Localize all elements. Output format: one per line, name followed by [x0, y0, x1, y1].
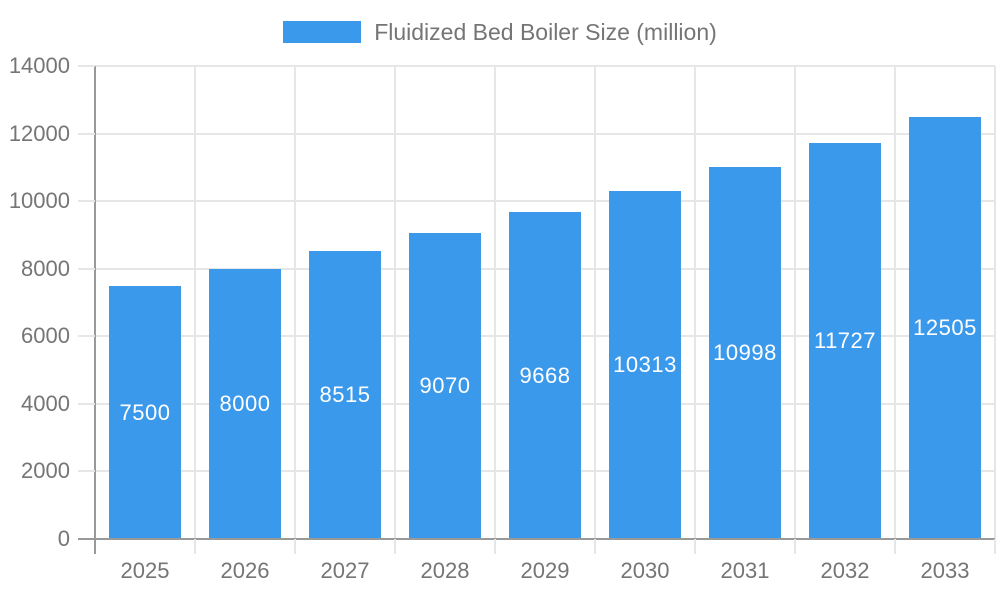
y-axis-tick-label: 10000 — [8, 188, 70, 214]
bar-2033[interactable]: 12505 — [909, 117, 981, 539]
plot-area: 7500 8000 8515 9070 9668 10313 10998 11727 12505 — [95, 65, 996, 539]
x-axis-tick — [994, 539, 996, 554]
y-axis-tick-label: 6000 — [21, 323, 70, 349]
bar-value-label: 12505 — [913, 315, 977, 340]
x-axis-tick-label: 2032 — [820, 558, 870, 583]
x-axis-tick — [494, 539, 496, 554]
gridline-horizontal — [95, 200, 995, 203]
y-axis-tick-label: 12000 — [8, 120, 70, 146]
x-axis-line — [78, 538, 995, 540]
x-axis-tick-label: 2030 — [620, 558, 670, 583]
x-axis-tick — [694, 539, 696, 554]
bar-value-label: 8000 — [219, 391, 271, 416]
gridline-vertical — [994, 66, 996, 539]
legend-label: Fluidized Bed Boiler Size (million) — [374, 19, 717, 45]
x-axis-tick-label: 2033 — [920, 558, 970, 583]
y-axis-tick-label: 8000 — [21, 255, 70, 281]
x-axis-tick — [594, 539, 596, 554]
bar-value-label: 8515 — [319, 382, 371, 407]
y-axis-tick-label: 2000 — [21, 458, 70, 484]
gridline-vertical — [394, 66, 396, 539]
y-axis-tick — [78, 65, 95, 67]
x-axis-tick-label: 2031 — [720, 558, 770, 583]
bar-value-label: 10998 — [713, 340, 777, 365]
x-axis-tick — [394, 539, 396, 554]
y-axis-tick-label: 14000 — [8, 53, 70, 78]
legend-swatch-icon — [283, 21, 362, 43]
y-axis-tick-label: 0 — [57, 526, 70, 551]
bar-2026[interactable]: 8000 — [209, 269, 281, 539]
bar-2028[interactable]: 9070 — [409, 233, 481, 539]
bar-2030[interactable]: 10313 — [609, 191, 681, 539]
gridline-vertical — [794, 66, 796, 539]
y-axis-tick — [78, 200, 95, 203]
x-axis-tick-label: 2027 — [320, 558, 370, 583]
y-axis-tick — [78, 470, 95, 473]
bar-2031[interactable]: 10998 — [709, 167, 781, 539]
x-axis-tick-label: 2029 — [520, 558, 570, 583]
y-axis-tick — [78, 132, 95, 135]
x-axis-tick — [794, 539, 796, 554]
gridline-vertical — [694, 66, 696, 539]
y-axis-tick — [78, 267, 95, 270]
bar-2029[interactable]: 9668 — [509, 212, 581, 539]
bar-value-label: 9070 — [419, 373, 471, 398]
gridline-vertical — [894, 66, 896, 539]
bar-value-label: 7500 — [119, 399, 171, 425]
y-axis-tick — [78, 335, 95, 338]
x-axis-tick — [294, 539, 296, 554]
y-axis-line — [94, 66, 96, 554]
legend[interactable]: Fluidized Bed Boiler Size (million) — [0, 15, 1000, 49]
x-axis-tick-label: 2026 — [220, 558, 270, 583]
gridline-vertical — [294, 66, 296, 539]
y-axis-tick-label: 4000 — [21, 390, 70, 416]
y-axis-tick — [78, 402, 95, 405]
gridline-vertical — [494, 66, 496, 539]
x-axis-tick — [194, 539, 196, 554]
gridline-vertical — [594, 66, 596, 539]
x-axis-tick — [894, 539, 896, 554]
bar-value-label: 10313 — [613, 352, 677, 377]
bar-value-label: 9668 — [519, 362, 571, 388]
x-axis-tick-label: 2028 — [420, 558, 470, 583]
bar-2032[interactable]: 11727 — [809, 143, 881, 539]
x-axis-tick-label: 2025 — [120, 558, 170, 583]
bar-value-label: 11727 — [813, 328, 877, 353]
gridline-horizontal — [95, 65, 995, 67]
bar-2025[interactable]: 7500 — [109, 286, 181, 539]
gridline-vertical — [194, 66, 196, 539]
gridline-horizontal — [95, 132, 995, 135]
bar-2027[interactable]: 8515 — [309, 251, 381, 539]
